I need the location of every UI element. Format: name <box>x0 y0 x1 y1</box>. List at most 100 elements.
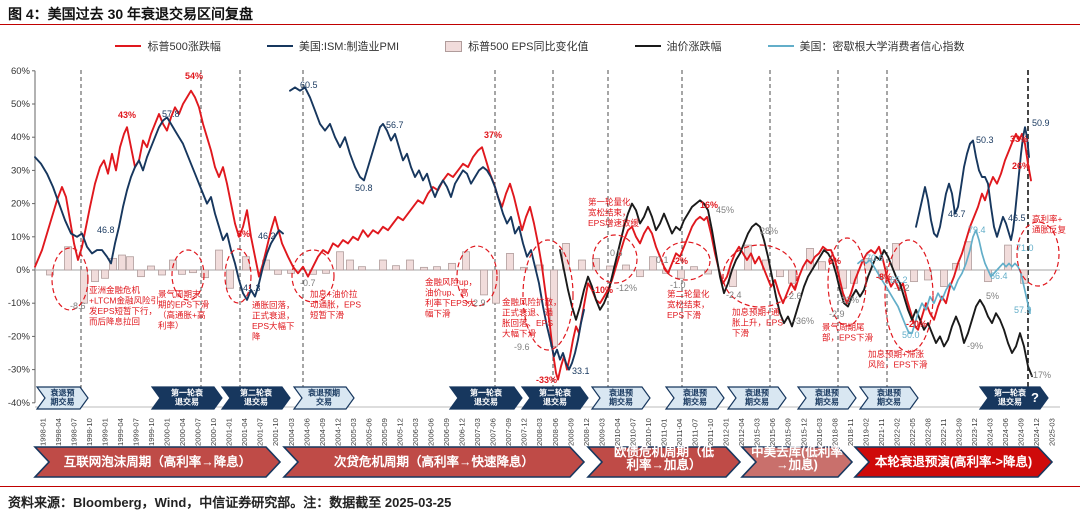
x-axis-tick-label: 2005-09 <box>380 418 389 446</box>
data-point-label: -10% <box>592 285 613 295</box>
phase-banner-question-mark: ? <box>1031 390 1039 405</box>
y-axis-tick-label: 40% <box>11 132 31 143</box>
annotation-line: 加息预期+通 <box>732 307 780 317</box>
legend-label: 油价涨跌幅 <box>666 41 722 53</box>
y-axis-tick-label: 50% <box>11 99 31 110</box>
annotation-line: 高利率+ <box>1032 214 1063 224</box>
y-axis-tick-label: 10% <box>11 232 31 243</box>
x-axis-tick-label: 2010-07 <box>628 418 637 446</box>
eps-bar <box>677 269 685 279</box>
annotation-line: 大幅下滑 <box>502 329 537 339</box>
x-axis-tick-label: 2023-09 <box>955 418 964 446</box>
phase-banner-label: 退交易 <box>244 397 268 407</box>
eps-bar <box>189 269 197 274</box>
phase-banner-label: 第一轮衰 <box>994 388 1027 398</box>
x-axis-tick-label: 1998-07 <box>69 418 78 446</box>
x-axis-tick-label: 2010-04 <box>613 418 622 446</box>
annotation-line: 发EPS短暂下行， <box>89 306 157 316</box>
annotation-line: 景气周期末 <box>158 289 201 299</box>
data-point-label: 3% <box>237 229 250 239</box>
phase-banner-label: 第一轮衰 <box>470 388 503 398</box>
x-axis-tick-label: 2001-01 <box>225 418 234 446</box>
data-point-label: -9.6 <box>514 342 530 352</box>
cycle-banner-label: 利率→加息） <box>626 457 701 472</box>
highlight-ellipse <box>522 239 574 351</box>
annotation-line: （高通胀+高 <box>158 310 205 320</box>
figure-title: 图 4：美国过去 30 年衰退交易区间复盘 <box>8 6 254 22</box>
y-axis-tick-label: 0% <box>16 265 30 276</box>
annotation-line: 幅下滑 <box>425 309 451 319</box>
series-line <box>857 229 1031 334</box>
data-point-label: 57.8 <box>162 109 180 119</box>
eps-bar <box>346 259 354 271</box>
phase-banner <box>150 386 223 410</box>
phase-banner <box>220 386 291 410</box>
phase-banner <box>664 386 725 410</box>
highlight-ellipse <box>456 245 498 307</box>
data-point-label: 46.7 <box>948 209 966 219</box>
eps-bar <box>91 269 99 283</box>
data-point-label: -2.6 <box>786 291 802 301</box>
x-axis-tick-label: 2018-11 <box>846 419 855 446</box>
x-axis-tick-label: 2004-12 <box>333 418 342 446</box>
eps-bar <box>336 251 344 271</box>
annotation-line: 金融风险扩散， <box>502 297 562 307</box>
cycle-banner <box>282 446 586 478</box>
x-axis-tick-label: 2007-06 <box>489 418 498 446</box>
x-axis-tick-label: 2008-03 <box>535 418 544 446</box>
x-axis-tick-label: 2025-03 <box>1048 418 1057 446</box>
highlight-ellipse <box>1016 221 1060 287</box>
x-axis-tick-label: 2011-10 <box>706 419 715 446</box>
eps-bar <box>64 246 72 271</box>
phase-banner-label: 第二轮衰 <box>240 388 273 398</box>
phase-banner <box>520 386 589 410</box>
eps-bar <box>940 269 948 288</box>
annotation-line: 动通胀，EPS <box>310 300 361 310</box>
annotation-line: 第二轮量化 <box>667 289 710 299</box>
eps-bar <box>126 256 134 271</box>
series-line <box>289 86 585 371</box>
data-point-label: 50.3 <box>976 135 994 145</box>
annotation-line: +LTCM金融风险引 <box>89 296 159 306</box>
cycle-banner <box>853 446 1054 478</box>
data-point-label: -20% <box>906 319 927 329</box>
x-axis-tick-label: 2009-03 <box>597 418 606 446</box>
x-axis-tick-label: 2007-09 <box>504 418 513 446</box>
data-point-label: 45% <box>716 205 734 215</box>
annotation-line: EPS增速放缓 <box>588 218 640 228</box>
annotation-line: 而后降息拉回 <box>89 317 140 327</box>
x-axis-tick-label: 2008-06 <box>551 418 560 446</box>
highlight-ellipse <box>171 249 205 301</box>
x-axis-tick-label: 1999-07 <box>131 418 140 446</box>
cycle-banner-label: 互联网泡沫周期（高利率→降息） <box>64 454 252 469</box>
cycle-banner <box>740 446 854 478</box>
x-axis-tick-label: 2001-10 <box>271 418 280 446</box>
y-axis-tick-label: 30% <box>11 165 31 176</box>
phase-banner <box>978 386 1049 410</box>
eps-bar <box>215 249 223 271</box>
annotation-line: 通胀反复 <box>1032 225 1067 235</box>
eps-bar <box>137 269 145 278</box>
annotation-line: 利率） <box>158 321 184 331</box>
eps-bar <box>322 269 330 274</box>
y-axis-tick-label: -20% <box>8 331 31 342</box>
data-point-label: -17% <box>1030 370 1051 380</box>
annotation-callout: 加息预期+通胀上升，EPS 下滑 <box>732 307 783 338</box>
phase-banner-label: 衰退预 <box>50 388 75 398</box>
annotation-callout: 第一轮量化宽松结束， EPS增速放缓 <box>588 197 640 228</box>
x-axis-tick-label: 2023-12 <box>970 418 979 446</box>
data-point-label: -23% <box>838 295 859 305</box>
eps-bar <box>109 257 117 271</box>
data-point-label: -8.6 <box>70 301 86 311</box>
eps-bar <box>201 269 209 279</box>
x-axis-tick-label: 2008-09 <box>566 418 575 446</box>
annotation-line: 胀上升，EPS <box>732 318 783 328</box>
phase-banner-label: 退交易 <box>474 397 498 407</box>
annotation-line: 胀回落、EPS <box>502 318 553 328</box>
x-axis-tick-label: 2006-12 <box>458 418 467 446</box>
highlight-ellipse <box>884 239 934 353</box>
x-axis-tick-label: 2000-04 <box>178 418 187 446</box>
eps-bar <box>433 266 441 271</box>
eps-bar <box>178 269 186 275</box>
annotation-line: 加息+油价拉 <box>310 289 358 299</box>
